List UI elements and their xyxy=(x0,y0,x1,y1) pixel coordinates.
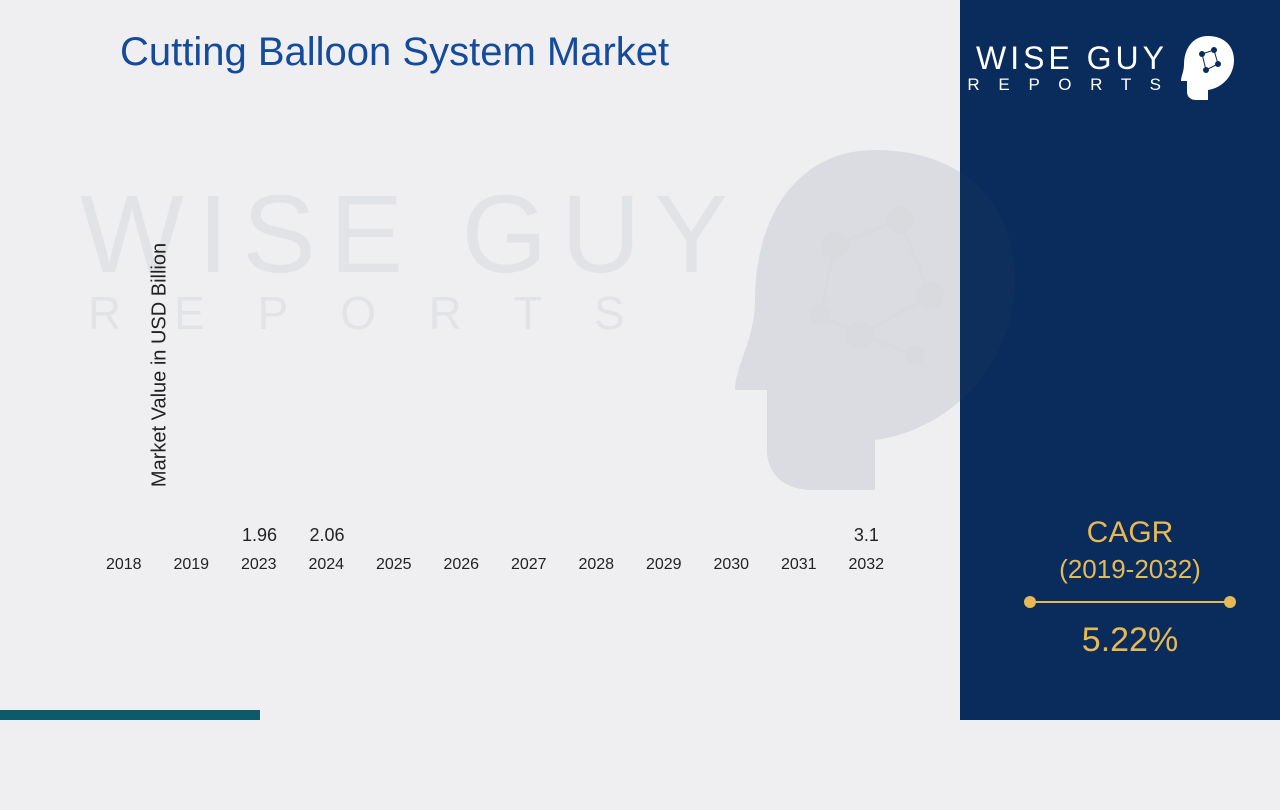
cagr-years: (2019-2032) xyxy=(1020,554,1240,585)
x-tick-label: 2018 xyxy=(90,550,158,580)
brand-logo: WISE GUY R E P O R T S xyxy=(967,32,1240,104)
x-tick-label: 2031 xyxy=(765,550,833,580)
bar-data-label: 2.06 xyxy=(309,525,344,546)
cagr-value: 5.22% xyxy=(1020,621,1240,660)
plot-area: 1.96 2.06 3.1 xyxy=(90,150,900,550)
cagr-title: CAGR xyxy=(1020,516,1240,550)
logo-line2: R E P O R T S xyxy=(967,76,1168,94)
x-tick-label: 2023 xyxy=(225,550,293,580)
x-tick-label: 2019 xyxy=(158,550,226,580)
bars-container: 1.96 2.06 3.1 xyxy=(91,150,900,550)
chart-area: Market Value in USD Billion 1.962.063.1 … xyxy=(80,150,900,580)
x-tick-label: 2027 xyxy=(495,550,563,580)
x-tick-label: 2028 xyxy=(563,550,631,580)
x-tick-label: 2025 xyxy=(360,550,428,580)
footer-accent-bar xyxy=(0,710,260,720)
cagr-block: CAGR (2019-2032) 5.22% xyxy=(1020,516,1240,660)
x-tick-label: 2026 xyxy=(428,550,496,580)
x-tick-label: 2029 xyxy=(630,550,698,580)
chart-title: Cutting Balloon System Market xyxy=(120,30,669,75)
x-tick-label: 2032 xyxy=(833,550,901,580)
x-tick-label: 2030 xyxy=(698,550,766,580)
bar-data-label: 3.1 xyxy=(854,525,879,546)
logo-line1: WISE GUY xyxy=(967,42,1168,76)
logo-head-icon xyxy=(1178,32,1240,104)
cagr-divider xyxy=(1030,601,1230,603)
x-tick-label: 2024 xyxy=(293,550,361,580)
bar-data-label: 1.96 xyxy=(242,525,277,546)
x-labels-container: 2018201920232024202520262027202820292030… xyxy=(90,550,900,580)
